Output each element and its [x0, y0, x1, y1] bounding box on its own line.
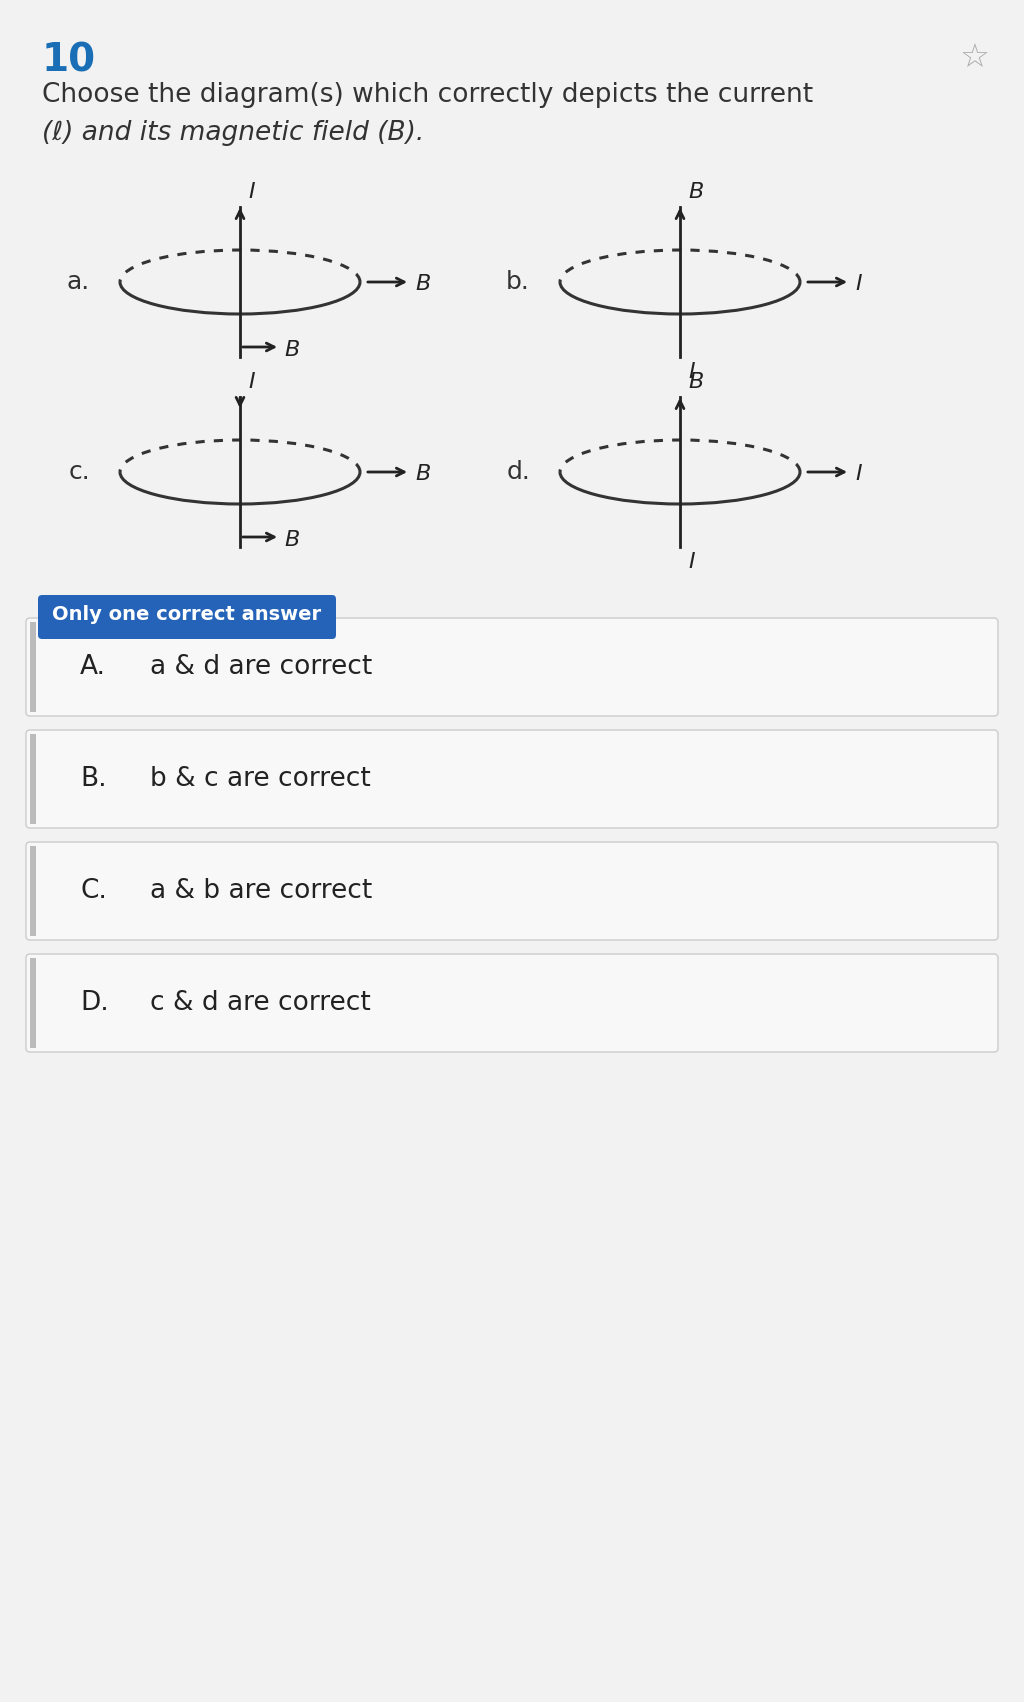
Text: d.: d.: [506, 460, 530, 483]
Text: A.: A.: [80, 654, 106, 681]
Text: Only one correct answer: Only one correct answer: [52, 606, 322, 625]
FancyBboxPatch shape: [26, 842, 998, 940]
FancyBboxPatch shape: [38, 596, 336, 638]
Text: I: I: [688, 551, 694, 572]
Text: I: I: [855, 465, 861, 483]
Text: b & c are correct: b & c are correct: [150, 766, 371, 791]
Text: B: B: [284, 340, 299, 361]
Bar: [30, 958, 36, 1048]
Bar: [30, 846, 36, 936]
Text: a & d are correct: a & d are correct: [150, 654, 373, 681]
Text: B.: B.: [80, 766, 106, 791]
Text: B: B: [688, 182, 703, 203]
Text: Choose the diagram(s) which correctly depicts the current: Choose the diagram(s) which correctly de…: [42, 82, 813, 107]
Text: b.: b.: [506, 271, 530, 294]
FancyBboxPatch shape: [26, 618, 998, 717]
FancyBboxPatch shape: [26, 730, 998, 827]
Text: ☆: ☆: [961, 43, 990, 75]
Text: B: B: [284, 529, 299, 550]
Text: I: I: [855, 274, 861, 294]
FancyBboxPatch shape: [26, 955, 998, 1052]
Text: 10: 10: [42, 43, 96, 80]
Text: a.: a.: [67, 271, 90, 294]
Text: I: I: [248, 182, 255, 203]
Text: D.: D.: [80, 991, 109, 1016]
Bar: [30, 621, 36, 711]
Text: B: B: [415, 465, 430, 483]
Text: a & b are correct: a & b are correct: [150, 878, 373, 904]
Bar: [30, 734, 36, 824]
Text: B: B: [688, 373, 703, 391]
Text: c & d are correct: c & d are correct: [150, 991, 371, 1016]
Text: C.: C.: [80, 878, 106, 904]
Text: I: I: [248, 373, 255, 391]
Text: (ℓ) and its magnetic field (B).: (ℓ) and its magnetic field (B).: [42, 121, 424, 146]
Text: I: I: [688, 363, 694, 381]
Text: c.: c.: [69, 460, 90, 483]
Text: B: B: [415, 274, 430, 294]
